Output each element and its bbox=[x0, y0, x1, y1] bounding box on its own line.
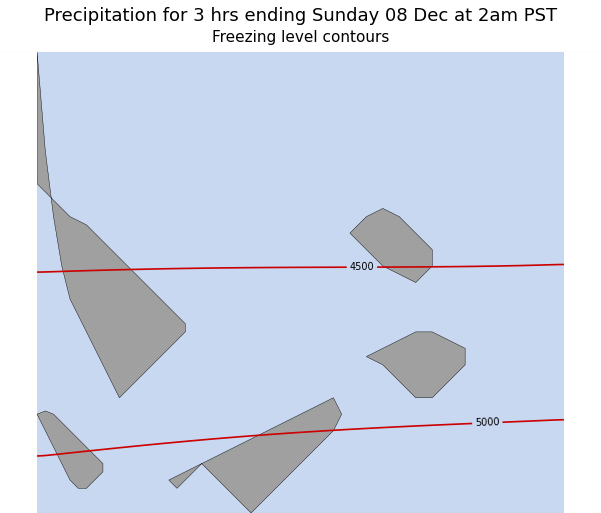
Text: 4500: 4500 bbox=[350, 262, 374, 272]
Text: Freezing level contours: Freezing level contours bbox=[212, 30, 389, 45]
Polygon shape bbox=[37, 411, 103, 488]
Polygon shape bbox=[367, 332, 465, 398]
Text: Precipitation for 3 hrs ending Sunday 08 Dec at 2am PST: Precipitation for 3 hrs ending Sunday 08… bbox=[44, 7, 557, 25]
Text: 5000: 5000 bbox=[475, 418, 500, 428]
Polygon shape bbox=[169, 398, 341, 513]
Polygon shape bbox=[350, 208, 432, 283]
Polygon shape bbox=[37, 52, 185, 398]
